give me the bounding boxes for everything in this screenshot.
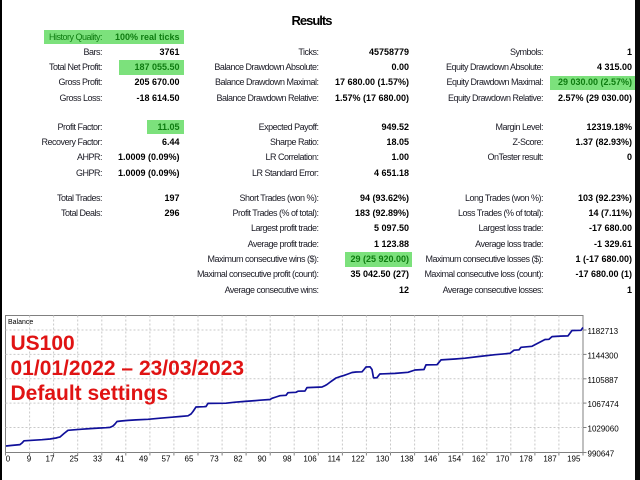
svg-text:1029060: 1029060 <box>588 425 620 434</box>
svg-text:57: 57 <box>162 455 171 464</box>
svg-text:9: 9 <box>27 455 32 464</box>
svg-text:138: 138 <box>400 455 414 464</box>
svg-text:990647: 990647 <box>588 450 615 459</box>
svg-text:162: 162 <box>472 455 486 464</box>
svg-text:1067474: 1067474 <box>588 400 620 409</box>
svg-text:25: 25 <box>70 455 79 464</box>
svg-text:33: 33 <box>93 455 102 464</box>
svg-text:73: 73 <box>210 455 219 464</box>
svg-text:122: 122 <box>351 455 365 464</box>
svg-text:90: 90 <box>258 455 267 464</box>
svg-text:178: 178 <box>519 455 533 464</box>
svg-text:41: 41 <box>116 455 125 464</box>
svg-text:130: 130 <box>376 455 390 464</box>
svg-text:106: 106 <box>303 455 317 464</box>
svg-text:154: 154 <box>448 455 462 464</box>
svg-text:170: 170 <box>496 455 510 464</box>
svg-text:195: 195 <box>567 455 581 464</box>
svg-text:65: 65 <box>185 455 194 464</box>
svg-text:146: 146 <box>424 455 438 464</box>
svg-text:1105887: 1105887 <box>588 376 619 385</box>
svg-text:98: 98 <box>283 455 292 464</box>
svg-text:114: 114 <box>328 455 341 464</box>
svg-text:0: 0 <box>6 455 11 464</box>
svg-text:187: 187 <box>543 455 557 464</box>
svg-text:1182713: 1182713 <box>588 327 619 336</box>
svg-text:Balance: Balance <box>8 319 33 326</box>
svg-text:82: 82 <box>234 455 243 464</box>
svg-text:49: 49 <box>139 455 148 464</box>
svg-text:17: 17 <box>46 455 55 464</box>
svg-text:1144300: 1144300 <box>588 352 619 361</box>
